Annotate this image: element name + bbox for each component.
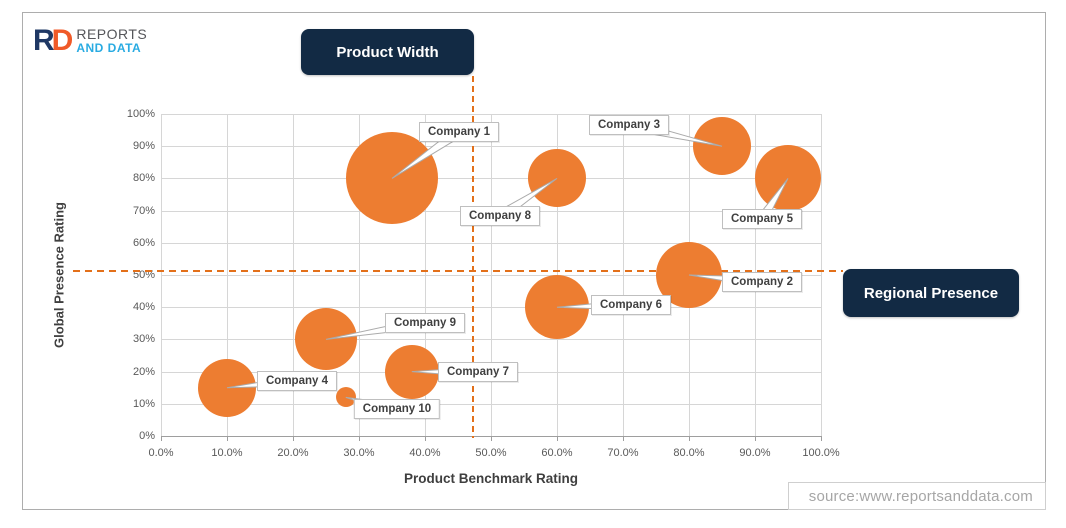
y-tick-label: 10% — [132, 397, 155, 410]
regional-presence-label: Regional Presence — [843, 269, 1019, 317]
bubble-company-5 — [755, 145, 821, 212]
bubble-company-1 — [346, 132, 438, 225]
y-tick-label: 90% — [132, 140, 155, 153]
x-tick-label: 30.0% — [343, 447, 375, 459]
callout-company-2: Company 2 — [722, 272, 802, 292]
bubble-company-4 — [198, 358, 256, 417]
x-tick-mark — [359, 437, 360, 441]
gridline-horizontal — [161, 307, 821, 309]
x-tick-mark — [689, 437, 690, 441]
brand-logo-text: REPORTS AND DATA — [76, 27, 147, 54]
y-tick-label: 100% — [126, 108, 155, 120]
y-tick-label: 80% — [132, 172, 155, 185]
callout-company-6: Company 6 — [591, 295, 671, 315]
x-tick-mark — [161, 437, 162, 441]
x-tick-mark — [623, 437, 624, 441]
callout-company-10: Company 10 — [353, 399, 441, 419]
gridline-horizontal — [161, 339, 821, 341]
crosshair-vertical-dashed-line — [471, 76, 474, 438]
crosshair-horizontal-dashed-line — [73, 270, 843, 273]
brand-name-line1: REPORTS — [76, 26, 148, 42]
gridline-horizontal — [161, 146, 821, 148]
product-width-label: Product Width — [301, 29, 474, 75]
x-tick-label: 80.0% — [673, 447, 705, 459]
x-tick-label: 70.0% — [607, 447, 639, 459]
x-axis-title: Product Benchmark Rating — [403, 471, 579, 486]
y-tick-label: 70% — [132, 204, 155, 217]
callout-company-9: Company 9 — [385, 313, 465, 333]
x-tick-label: 40.0% — [409, 447, 441, 459]
x-tick-label: 100.0% — [802, 447, 840, 459]
y-tick-label: 40% — [132, 301, 155, 314]
y-tick-label: 30% — [132, 333, 155, 346]
x-tick-label: 60.0% — [541, 447, 573, 459]
chart-card: RD REPORTS AND DATA Product Width Region… — [22, 12, 1046, 510]
gridline-horizontal — [161, 178, 821, 180]
callout-company-5: Company 5 — [722, 209, 802, 229]
bubble-company-8 — [528, 149, 586, 208]
callout-company-8: Company 8 — [460, 206, 540, 226]
gridline-horizontal — [161, 403, 821, 405]
x-tick-label: 90.0% — [739, 447, 771, 459]
brand-logo-mark: RD — [33, 25, 73, 55]
callout-company-7: Company 7 — [438, 362, 518, 382]
x-tick-label: 20.0% — [277, 447, 309, 459]
source-text: source:www.reportsanddata.com — [808, 487, 1033, 505]
callout-company-3: Company 3 — [589, 115, 669, 135]
x-axis-line — [161, 436, 822, 437]
y-tick-label: 60% — [132, 236, 155, 249]
bubble-company-3 — [693, 117, 751, 176]
x-tick-mark — [425, 437, 426, 441]
x-tick-mark — [293, 437, 294, 441]
source-box: source:www.reportsanddata.com — [788, 482, 1046, 510]
x-tick-mark — [557, 437, 558, 441]
bubble-company-6 — [525, 275, 589, 340]
brand-logo: RD REPORTS AND DATA — [33, 25, 147, 55]
x-tick-label: 10.0% — [211, 447, 243, 459]
gridline-horizontal — [161, 242, 821, 244]
y-tick-label: 0% — [139, 430, 155, 442]
y-axis-title: Global Presence Rating — [51, 202, 67, 348]
bubble-company-7 — [384, 344, 439, 399]
gridline-vertical — [821, 114, 822, 436]
bubble-company-9 — [295, 308, 357, 371]
x-tick-label: 50.0% — [475, 447, 507, 459]
gridline-horizontal — [161, 114, 821, 115]
brand-name-line2: AND DATA — [76, 41, 142, 55]
gridline-horizontal — [161, 275, 821, 276]
x-tick-mark — [491, 437, 492, 441]
callout-company-1: Company 1 — [419, 122, 499, 142]
logo-letter-d: D — [51, 23, 74, 57]
y-tick-label: 20% — [132, 365, 155, 378]
x-tick-mark — [821, 437, 822, 441]
x-tick-mark — [755, 437, 756, 441]
logo-letter-r: R — [33, 23, 55, 57]
x-tick-mark — [227, 437, 228, 441]
callout-company-4: Company 4 — [257, 371, 337, 391]
x-tick-label: 0.0% — [148, 447, 174, 459]
